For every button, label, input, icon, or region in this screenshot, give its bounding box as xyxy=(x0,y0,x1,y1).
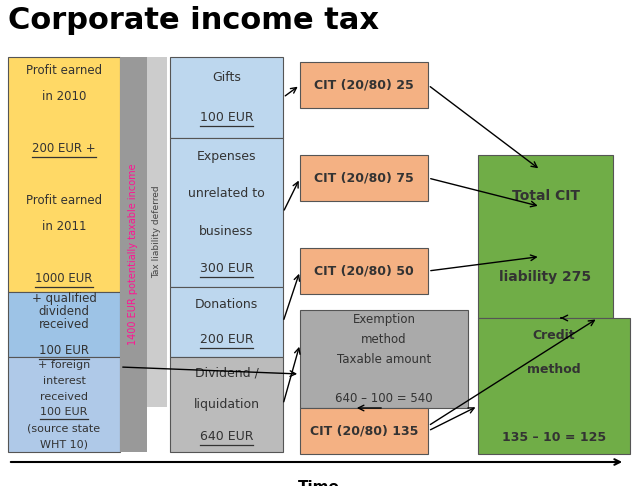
Bar xyxy=(300,155,428,201)
Text: received: received xyxy=(39,318,89,331)
Bar xyxy=(478,318,630,454)
Text: + qualified: + qualified xyxy=(31,292,96,305)
Bar xyxy=(8,57,120,292)
Bar xyxy=(170,57,283,138)
Text: in 2010: in 2010 xyxy=(42,89,86,103)
Text: 200 EUR: 200 EUR xyxy=(200,333,253,346)
Bar xyxy=(0,457,638,486)
Text: Tax liability deferred: Tax liability deferred xyxy=(152,186,161,278)
Text: Corporate income tax: Corporate income tax xyxy=(8,6,379,35)
Text: Gifts: Gifts xyxy=(212,71,241,84)
Text: Donations: Donations xyxy=(195,298,258,311)
Text: Profit earned: Profit earned xyxy=(26,194,102,207)
Text: Expenses: Expenses xyxy=(197,150,256,163)
Bar xyxy=(120,57,147,452)
Text: Taxable amount: Taxable amount xyxy=(337,352,431,365)
Text: liquidation: liquidation xyxy=(193,398,260,411)
Bar xyxy=(300,310,468,408)
Text: CIT (20/80) 50: CIT (20/80) 50 xyxy=(314,264,414,278)
Text: received: received xyxy=(40,392,88,401)
Text: CIT (20/80) 75: CIT (20/80) 75 xyxy=(314,172,414,185)
Bar xyxy=(170,287,283,357)
Text: Dividend /: Dividend / xyxy=(195,366,258,380)
Text: Time: Time xyxy=(298,480,340,486)
Text: 1000 EUR: 1000 EUR xyxy=(35,273,93,285)
Text: 100 EUR: 100 EUR xyxy=(40,407,87,417)
Text: business: business xyxy=(199,225,254,238)
Text: unrelated to: unrelated to xyxy=(188,188,265,200)
Bar xyxy=(300,408,428,454)
Text: 135 – 10 = 125: 135 – 10 = 125 xyxy=(502,431,606,444)
Text: CIT (20/80) 135: CIT (20/80) 135 xyxy=(310,424,418,437)
Text: + foreign: + foreign xyxy=(38,360,90,370)
Text: method: method xyxy=(361,333,407,346)
Bar xyxy=(170,138,283,287)
Bar xyxy=(170,357,283,452)
Bar xyxy=(8,357,120,452)
Text: interest: interest xyxy=(43,376,85,386)
Text: Exemption: Exemption xyxy=(353,313,415,326)
Bar xyxy=(147,57,167,407)
Bar xyxy=(478,155,613,318)
Text: 640 EUR: 640 EUR xyxy=(200,430,253,443)
Text: dividend: dividend xyxy=(38,305,89,318)
Text: WHT 10): WHT 10) xyxy=(40,439,88,449)
Text: liability 275: liability 275 xyxy=(500,270,591,284)
Text: 640 – 100 = 540: 640 – 100 = 540 xyxy=(335,392,433,405)
Text: 1400 EUR potentially taxable income: 1400 EUR potentially taxable income xyxy=(128,164,138,346)
Bar xyxy=(300,248,428,294)
Text: (source state: (source state xyxy=(27,423,101,433)
Bar xyxy=(300,62,428,108)
Text: method: method xyxy=(527,363,581,376)
Bar xyxy=(8,292,120,357)
Text: 100 EUR: 100 EUR xyxy=(39,344,89,357)
Text: Profit earned: Profit earned xyxy=(26,64,102,77)
Text: 100 EUR: 100 EUR xyxy=(200,111,253,124)
Text: CIT (20/80) 25: CIT (20/80) 25 xyxy=(314,79,414,91)
Text: Credit: Credit xyxy=(533,329,575,342)
Text: 200 EUR +: 200 EUR + xyxy=(32,142,96,155)
Text: in 2011: in 2011 xyxy=(41,220,86,233)
Text: 300 EUR: 300 EUR xyxy=(200,262,253,275)
Text: Total CIT: Total CIT xyxy=(512,189,579,203)
